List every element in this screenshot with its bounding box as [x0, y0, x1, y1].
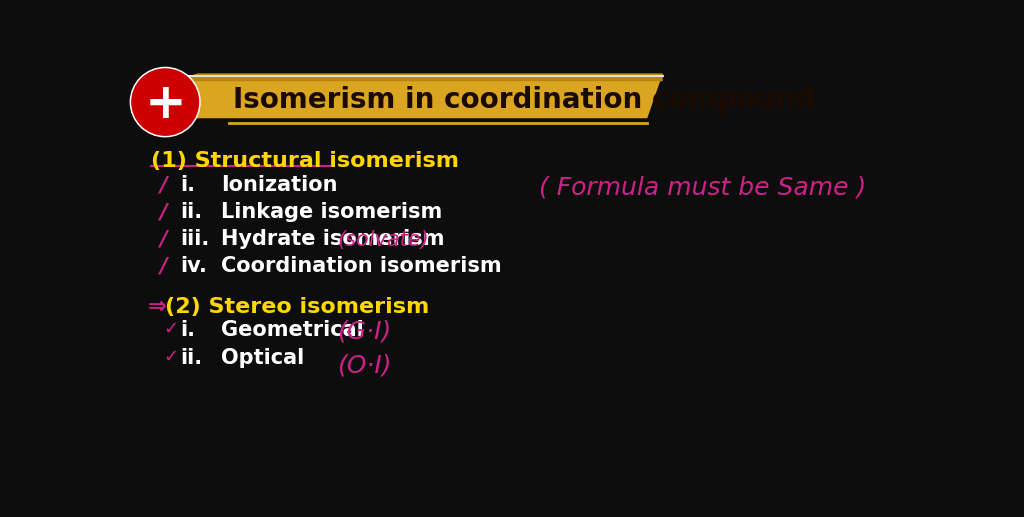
- Text: ✓: ✓: [163, 348, 178, 366]
- Text: i.: i.: [180, 175, 196, 195]
- Text: Coordination isomerism: Coordination isomerism: [221, 256, 502, 276]
- Polygon shape: [182, 73, 663, 118]
- Text: Ionization: Ionization: [221, 175, 338, 195]
- Text: Hydrate isomerism: Hydrate isomerism: [221, 229, 444, 249]
- Text: /: /: [159, 202, 167, 222]
- Text: (solvate): (solvate): [338, 230, 429, 250]
- Text: iv.: iv.: [180, 256, 208, 276]
- Text: /: /: [159, 175, 167, 195]
- Text: ⇒: ⇒: [147, 297, 166, 317]
- Text: ii.: ii.: [180, 202, 203, 222]
- Text: Geometrical: Geometrical: [221, 320, 364, 340]
- Circle shape: [132, 69, 199, 135]
- Text: Linkage isomerism: Linkage isomerism: [221, 202, 442, 222]
- Text: ✓: ✓: [163, 320, 178, 338]
- Polygon shape: [182, 73, 663, 81]
- Text: (O·I): (O·I): [337, 354, 392, 378]
- Text: Optical: Optical: [221, 348, 304, 368]
- Text: (2) Stereo isomerism: (2) Stereo isomerism: [165, 297, 429, 317]
- Text: i.: i.: [180, 320, 196, 340]
- Text: /: /: [159, 229, 167, 249]
- Text: iii.: iii.: [180, 229, 210, 249]
- Text: (G·I): (G·I): [337, 320, 391, 344]
- Text: /: /: [159, 256, 167, 276]
- Text: (1) Structural isomerism: (1) Structural isomerism: [152, 150, 459, 171]
- Text: +: +: [144, 80, 186, 128]
- Text: ii.: ii.: [180, 348, 203, 368]
- Text: Isomerism in coordination compound: Isomerism in coordination compound: [232, 86, 814, 114]
- Circle shape: [130, 67, 200, 136]
- Text: ( Formula must be Same ): ( Formula must be Same ): [539, 176, 866, 200]
